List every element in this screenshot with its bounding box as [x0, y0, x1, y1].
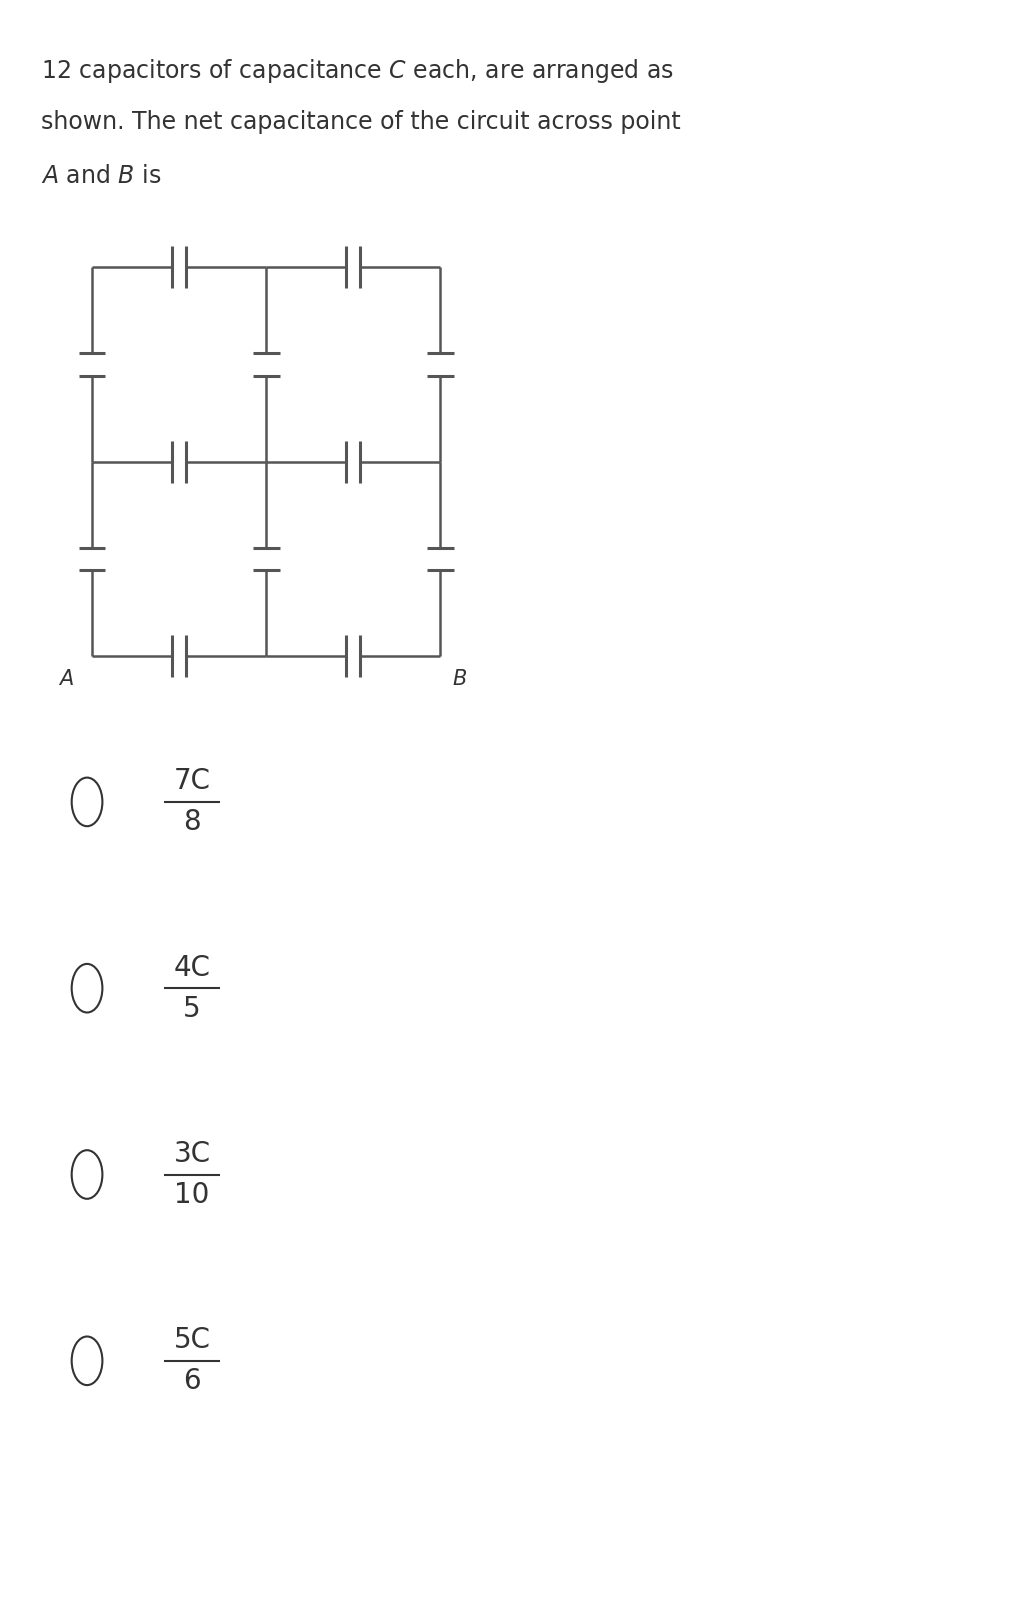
Text: B: B	[453, 669, 467, 688]
Text: shown. The net capacitance of the circuit across point: shown. The net capacitance of the circui…	[41, 110, 681, 134]
Text: 7C: 7C	[173, 768, 211, 795]
Text: $A$ and $B$ is: $A$ and $B$ is	[41, 164, 162, 188]
Text: 4C: 4C	[173, 954, 211, 982]
Text: 8: 8	[183, 808, 201, 836]
Text: 12 capacitors of capacitance $C$ each, are arranged as: 12 capacitors of capacitance $C$ each, a…	[41, 57, 674, 84]
Text: 5: 5	[183, 995, 201, 1022]
Text: 3C: 3C	[173, 1140, 211, 1168]
Text: A: A	[59, 669, 74, 688]
Text: 6: 6	[183, 1367, 201, 1395]
Text: 10: 10	[174, 1181, 210, 1209]
Text: 5C: 5C	[173, 1327, 211, 1354]
